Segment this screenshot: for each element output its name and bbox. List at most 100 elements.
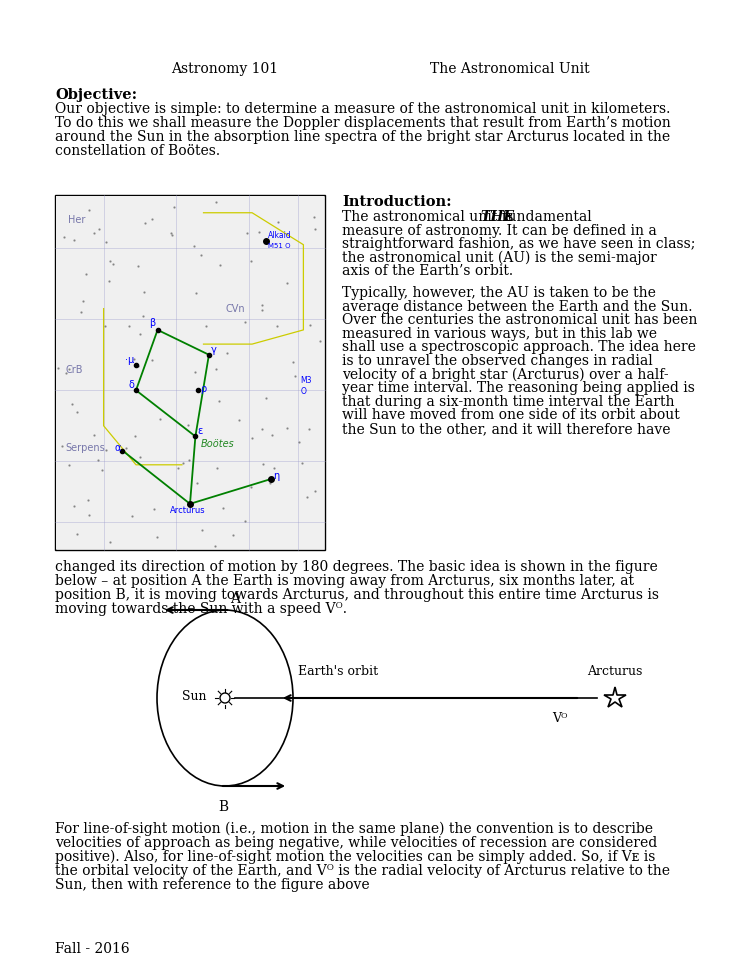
- Text: M51 O: M51 O: [268, 243, 290, 249]
- Point: [63, 456, 75, 472]
- Point: [227, 527, 239, 543]
- Text: To do this we shall measure the Doppler displacements that result from Earth’s m: To do this we shall measure the Doppler …: [55, 116, 671, 130]
- Text: fundamental: fundamental: [498, 210, 592, 224]
- Text: Our objective is simple: to determine a measure of the astronomical unit in kilo: Our objective is simple: to determine a …: [55, 102, 670, 116]
- Point: [129, 351, 141, 366]
- Point: [183, 452, 194, 467]
- Text: Sun, then with reference to the figure above: Sun, then with reference to the figure a…: [55, 878, 370, 892]
- Point: [296, 455, 308, 471]
- Text: velocities of approach as being negative, while velocities of recession are cons: velocities of approach as being negative…: [55, 836, 657, 850]
- Point: [177, 455, 188, 471]
- Point: [304, 422, 316, 437]
- Point: [134, 327, 146, 342]
- Text: η: η: [273, 471, 279, 481]
- Point: [132, 258, 144, 273]
- Point: [166, 227, 178, 242]
- Text: Typically, however, the AU is taken to be the: Typically, however, the AU is taken to b…: [342, 286, 656, 300]
- Point: [99, 318, 111, 333]
- Text: Astronomy 101: Astronomy 101: [171, 62, 278, 76]
- Point: [245, 479, 257, 494]
- Bar: [55, 195, 325, 550]
- Point: [88, 427, 100, 443]
- Point: [93, 453, 105, 468]
- Point: [93, 222, 105, 237]
- Point: [257, 456, 269, 472]
- Text: moving towards the Sun with a speed Vᴼ.: moving towards the Sun with a speed Vᴼ.: [55, 602, 347, 616]
- Point: [67, 396, 79, 412]
- Text: γ: γ: [211, 345, 217, 355]
- Text: The Astronomical Unit: The Astronomical Unit: [430, 62, 590, 76]
- Point: [257, 302, 269, 318]
- Point: [313, 332, 325, 348]
- Point: [88, 226, 100, 241]
- Point: [191, 475, 203, 490]
- Text: Objective:: Objective:: [55, 88, 137, 102]
- Point: [154, 411, 166, 426]
- Text: Boötes: Boötes: [200, 439, 235, 449]
- Text: Sun: Sun: [183, 690, 207, 703]
- Point: [197, 522, 209, 538]
- Text: measure of astronomy. It can be defined in a: measure of astronomy. It can be defined …: [342, 224, 657, 237]
- Point: [233, 413, 245, 428]
- Bar: [56, 196, 324, 549]
- Text: constellation of Boötes.: constellation of Boötes.: [55, 144, 220, 158]
- Text: straightforward fashion, as we have seen in class;: straightforward fashion, as we have seen…: [342, 237, 696, 251]
- Text: For line-of-sight motion (i.e., motion in the same plane) the convention is to d: For line-of-sight motion (i.e., motion i…: [55, 822, 653, 836]
- Text: year time interval. The reasoning being applied is: year time interval. The reasoning being …: [342, 381, 695, 395]
- Point: [209, 538, 221, 553]
- Text: average distance between the Earth and the Sun.: average distance between the Earth and t…: [342, 299, 693, 314]
- Point: [293, 435, 305, 451]
- Point: [190, 286, 202, 301]
- Text: positive). Also, for line-of-sight motion the velocities can be simply added. So: positive). Also, for line-of-sight motio…: [55, 850, 655, 864]
- Point: [99, 234, 111, 250]
- Text: Her: Her: [69, 215, 86, 226]
- Point: [96, 462, 108, 478]
- Text: Serpens: Serpens: [66, 443, 105, 453]
- Point: [126, 509, 138, 524]
- Text: ·μ: ·μ: [125, 356, 134, 365]
- Point: [239, 514, 251, 529]
- Point: [212, 393, 224, 409]
- Point: [272, 318, 283, 333]
- Point: [132, 359, 144, 374]
- Point: [123, 318, 135, 333]
- Text: Fall - 2016: Fall - 2016: [55, 942, 129, 956]
- Point: [168, 200, 180, 215]
- Point: [256, 422, 268, 437]
- Point: [256, 297, 268, 313]
- Point: [148, 502, 160, 517]
- Text: Alkaid: Alkaid: [268, 232, 292, 240]
- Text: A: A: [230, 592, 240, 606]
- Point: [217, 500, 229, 516]
- Point: [308, 209, 320, 225]
- Point: [189, 363, 201, 379]
- Point: [100, 443, 112, 458]
- Text: is to unravel the observed changes in radial: is to unravel the observed changes in ra…: [342, 354, 653, 368]
- Point: [268, 460, 280, 476]
- Point: [221, 345, 233, 360]
- Text: the Sun to the other, and it will therefore have: the Sun to the other, and it will theref…: [342, 422, 670, 436]
- Point: [172, 460, 184, 476]
- Point: [60, 365, 72, 381]
- Point: [146, 352, 158, 367]
- Point: [195, 247, 207, 263]
- Point: [138, 308, 150, 324]
- Text: velocity of a bright star (Arcturus) over a half-: velocity of a bright star (Arcturus) ove…: [342, 367, 669, 382]
- Point: [272, 214, 284, 230]
- Point: [188, 238, 200, 254]
- Point: [165, 226, 177, 241]
- Point: [309, 484, 321, 499]
- Text: CrB: CrB: [66, 364, 83, 374]
- Point: [200, 318, 212, 333]
- Point: [266, 426, 278, 442]
- Text: measured in various ways, but in this lab we: measured in various ways, but in this la…: [342, 327, 657, 341]
- Point: [120, 440, 132, 455]
- Text: Introduction:: Introduction:: [342, 195, 452, 209]
- Text: ε: ε: [197, 426, 203, 436]
- Point: [104, 253, 116, 268]
- Point: [77, 294, 89, 309]
- Point: [104, 535, 116, 550]
- Point: [239, 314, 251, 329]
- Point: [241, 226, 253, 241]
- Text: ρ: ρ: [200, 385, 206, 394]
